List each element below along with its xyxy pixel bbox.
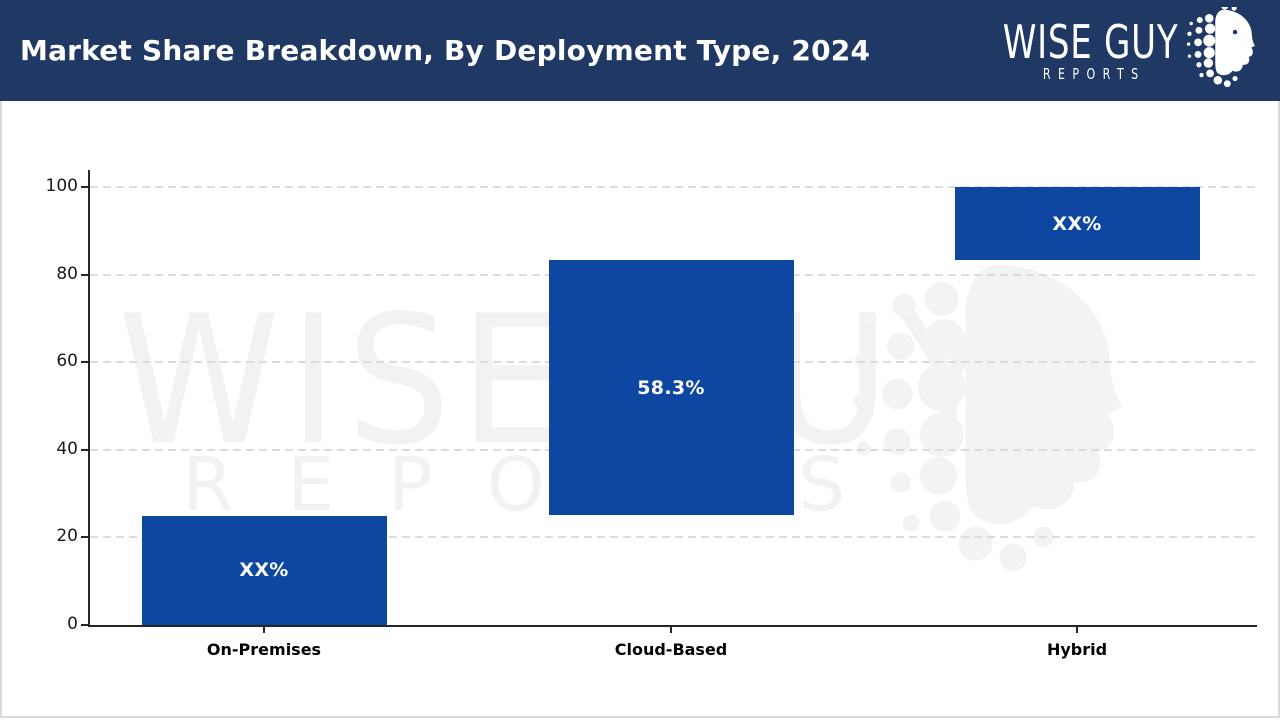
wise-guy-head-icon [1186, 6, 1255, 87]
y-tick-60 [81, 361, 88, 364]
y-tick-label-60: 60 [56, 351, 78, 372]
y-tick-label-80: 80 [56, 263, 78, 284]
bar-value-label-1: XX% [239, 559, 289, 582]
brand-name: WISE GUY [1002, 15, 1178, 69]
brand-text: WISE GUY REPORTS [1002, 19, 1178, 82]
x-axis [88, 625, 1257, 627]
y-tick-80 [81, 273, 88, 276]
y-axis [88, 170, 90, 627]
y-tick-label-20: 20 [56, 526, 78, 547]
y-tick-20 [81, 536, 88, 539]
content-frame [0, 101, 1280, 718]
bar-value-label-2: 58.3% [637, 376, 705, 399]
bar-hybrid: XX% [954, 187, 1200, 261]
x-tick-2 [670, 627, 672, 633]
category-label-3: Hybrid [1046, 640, 1108, 659]
bar-value-label-3: XX% [1052, 212, 1102, 235]
brand-subtitle: REPORTS [1042, 65, 1146, 83]
y-tick-0 [81, 624, 88, 626]
gridline-100 [90, 186, 1255, 188]
gridline-20 [90, 536, 1255, 539]
category-label-1: On-Premises [206, 640, 322, 659]
y-tick-label-100: 100 [45, 176, 78, 196]
y-tick-40 [81, 448, 88, 451]
y-tick-label-0: 0 [67, 614, 78, 634]
brand-logo: WISE GUY REPORTS [941, 6, 1280, 95]
x-tick-3 [1076, 627, 1078, 633]
header-bar: Market Share Breakdown, By Deployment Ty… [0, 0, 1280, 101]
category-label-2: Cloud-Based [614, 640, 728, 659]
y-tick-label-40: 40 [56, 438, 78, 459]
watermark-head-icon [853, 264, 1122, 571]
y-tick-100 [81, 186, 88, 188]
bar-cloud-based: 58.3% [548, 260, 794, 516]
bar-on-premises: XX% [141, 515, 387, 625]
chart-title: Market Share Breakdown, By Deployment Ty… [20, 34, 871, 67]
x-tick-1 [263, 627, 265, 633]
